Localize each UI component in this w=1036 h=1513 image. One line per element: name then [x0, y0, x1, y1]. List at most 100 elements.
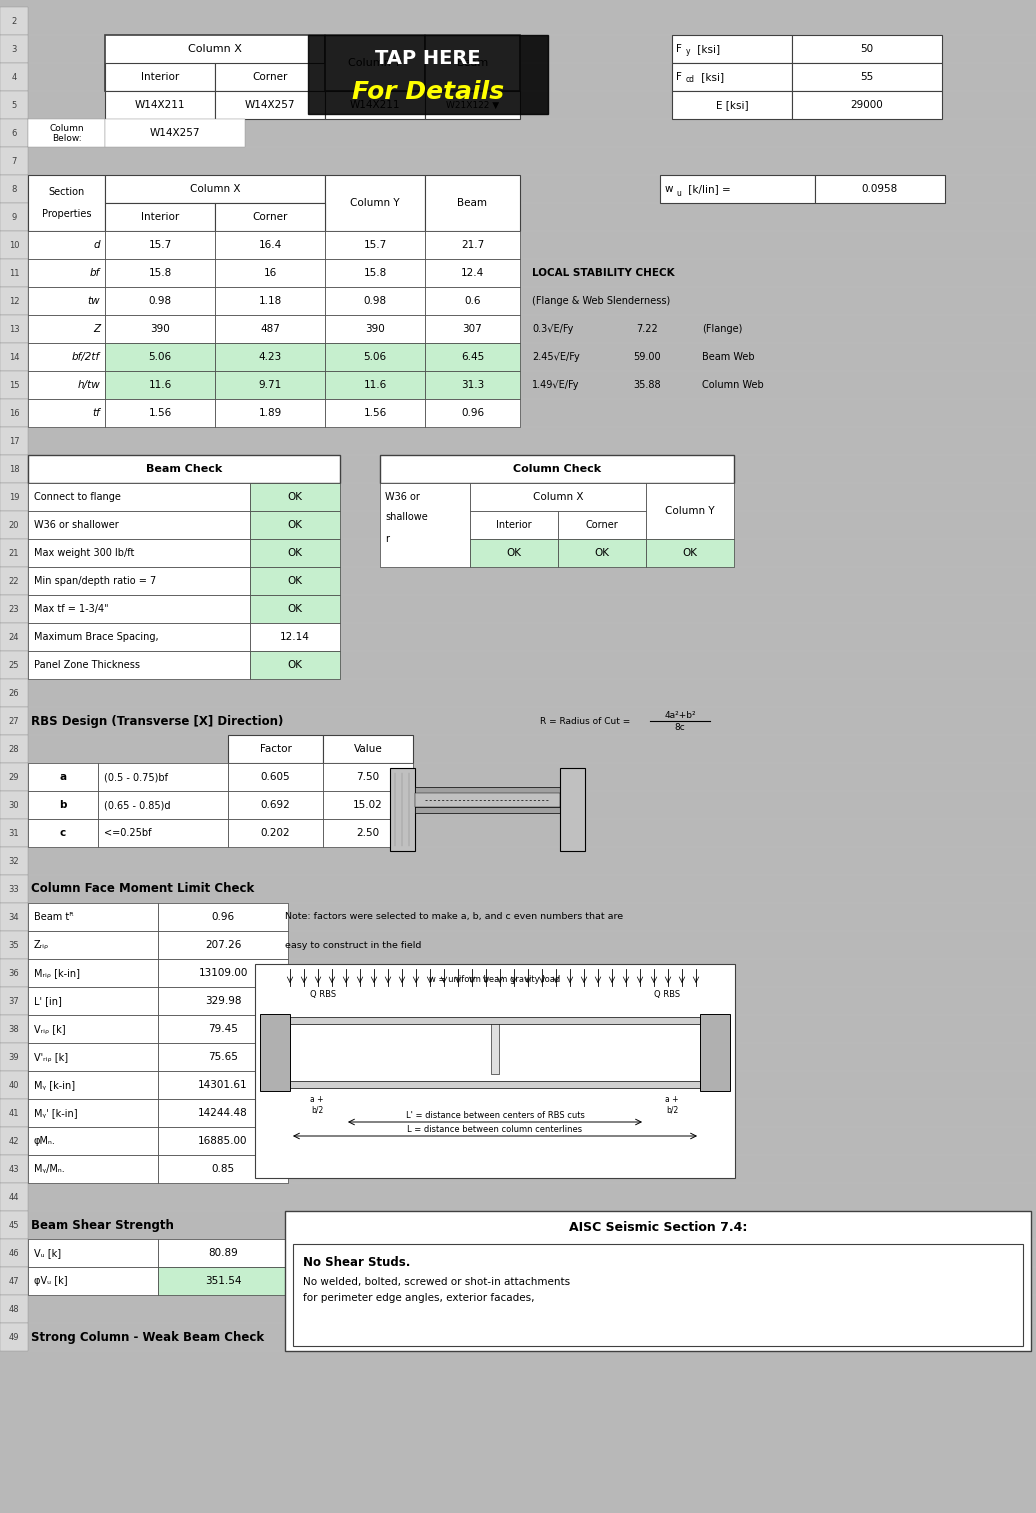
Text: 47: 47	[8, 1277, 20, 1286]
Bar	[105, 120, 244, 147]
Text: 0.98: 0.98	[148, 297, 172, 306]
Text: tw: tw	[87, 297, 100, 306]
Bar	[325, 371, 425, 399]
Text: No welded, bolted, screwed or shot-in attachments: No welded, bolted, screwed or shot-in at…	[303, 1277, 570, 1288]
Bar	[28, 1154, 159, 1183]
Text: 15.7: 15.7	[148, 241, 172, 250]
Bar	[425, 35, 520, 91]
Text: 5.06: 5.06	[148, 353, 172, 362]
Text: OK: OK	[683, 548, 697, 558]
Text: Interior: Interior	[141, 73, 179, 82]
Text: w: w	[665, 185, 673, 194]
Bar	[0, 847, 28, 875]
Bar	[250, 651, 340, 679]
Text: 48: 48	[8, 1304, 20, 1313]
Bar	[228, 763, 323, 791]
Bar	[425, 259, 520, 287]
Text: 40: 40	[8, 1080, 20, 1089]
Bar	[0, 651, 28, 679]
Bar	[105, 399, 215, 427]
Text: Corner: Corner	[253, 73, 288, 82]
Bar	[425, 176, 520, 231]
Bar	[325, 231, 425, 259]
Text: 2.50: 2.50	[356, 828, 379, 838]
Text: 15.8: 15.8	[364, 268, 386, 278]
Text: 36: 36	[8, 968, 20, 977]
Bar	[28, 763, 98, 791]
Bar	[0, 707, 28, 735]
Text: 0.0958: 0.0958	[862, 185, 898, 194]
Bar	[0, 875, 28, 903]
Text: Mᵧ/Mₙ.: Mᵧ/Mₙ.	[34, 1163, 64, 1174]
Text: 1.56: 1.56	[364, 409, 386, 418]
Bar	[0, 231, 28, 259]
Bar	[0, 371, 28, 399]
Bar	[0, 539, 28, 567]
Bar	[325, 91, 425, 120]
Text: OK: OK	[288, 604, 303, 614]
Bar	[105, 287, 215, 315]
Text: W14X257: W14X257	[244, 100, 295, 110]
Text: Column X: Column X	[189, 44, 242, 54]
Bar	[0, 203, 28, 231]
Bar	[105, 64, 215, 91]
Text: bf: bf	[90, 268, 100, 278]
Bar	[28, 176, 105, 231]
Text: 75.65: 75.65	[208, 1052, 238, 1062]
Text: 31.3: 31.3	[461, 380, 484, 390]
Bar	[0, 1239, 28, 1266]
Text: 55: 55	[860, 73, 873, 82]
Text: 307: 307	[463, 324, 483, 334]
Text: RBS Design (Transverse [X] Direction): RBS Design (Transverse [X] Direction)	[31, 714, 284, 728]
Text: 0.692: 0.692	[261, 800, 290, 809]
Bar	[325, 259, 425, 287]
Bar	[28, 287, 105, 315]
Text: 2: 2	[11, 17, 17, 26]
Text: 35.88: 35.88	[633, 380, 661, 390]
Text: 21.7: 21.7	[461, 241, 484, 250]
Bar	[558, 511, 646, 539]
Text: 7.50: 7.50	[356, 772, 379, 782]
Text: 11: 11	[8, 268, 20, 277]
Text: Corner: Corner	[253, 212, 288, 222]
Text: a +: a +	[310, 1095, 323, 1104]
Text: 207.26: 207.26	[205, 940, 241, 950]
Text: 44: 44	[8, 1192, 20, 1201]
Text: [ksi]: [ksi]	[698, 73, 724, 82]
Bar	[415, 793, 560, 806]
Bar	[0, 567, 28, 595]
Text: Value: Value	[353, 744, 382, 753]
Text: 50: 50	[861, 44, 873, 54]
Text: 13109.00: 13109.00	[198, 968, 248, 977]
Text: 4a²+b²: 4a²+b²	[664, 711, 696, 720]
Bar	[0, 595, 28, 623]
Text: 16.4: 16.4	[258, 241, 282, 250]
Text: 14244.48: 14244.48	[198, 1108, 248, 1118]
Text: 16885.00: 16885.00	[198, 1136, 248, 1145]
Text: Maximum Brace Spacing,: Maximum Brace Spacing,	[34, 632, 159, 642]
Text: 12: 12	[8, 297, 20, 306]
Text: bf/2tf: bf/2tf	[71, 353, 100, 362]
Bar	[290, 1017, 700, 1024]
Bar	[159, 1239, 288, 1266]
Text: 0.96: 0.96	[211, 912, 234, 921]
Text: 19: 19	[8, 493, 20, 501]
Bar	[380, 455, 733, 483]
Bar	[325, 176, 425, 231]
Text: OK: OK	[288, 548, 303, 558]
Text: 5.06: 5.06	[364, 353, 386, 362]
Text: 351.54: 351.54	[205, 1275, 241, 1286]
Bar	[0, 1042, 28, 1071]
Text: Vᵣᵢᵨ [k]: Vᵣᵢᵨ [k]	[34, 1024, 65, 1033]
Text: Mᵧ [k-in]: Mᵧ [k-in]	[34, 1080, 76, 1089]
Bar	[0, 1183, 28, 1210]
Bar	[0, 483, 28, 511]
Text: AISC Seismic Section 7.4:: AISC Seismic Section 7.4:	[569, 1221, 747, 1235]
Text: 7: 7	[11, 156, 17, 165]
FancyBboxPatch shape	[308, 35, 548, 113]
Bar	[0, 1127, 28, 1154]
Text: L' = distance between centers of RBS cuts: L' = distance between centers of RBS cut…	[405, 1112, 584, 1121]
Text: 29000: 29000	[851, 100, 884, 110]
Text: Column Face Moment Limit Check: Column Face Moment Limit Check	[31, 882, 254, 896]
Bar	[159, 1042, 288, 1071]
